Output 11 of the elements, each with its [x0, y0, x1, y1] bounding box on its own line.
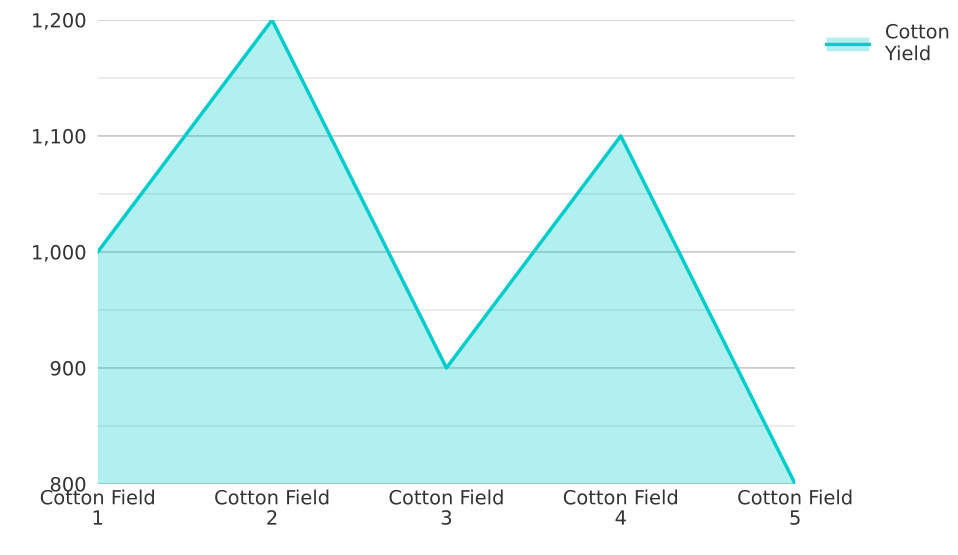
legend-label: Cotton Yield — [884, 24, 948, 60]
x-tick-label: Cotton Field 5 — [738, 490, 852, 525]
y-tick-label: 1,000 — [33, 244, 86, 262]
y-tick-label: 1,200 — [33, 12, 86, 30]
y-tick-label: 800 — [50, 476, 86, 492]
x-tick-label: Cotton Field 3 — [390, 490, 503, 525]
x-tick-label: Cotton Field 2 — [215, 490, 328, 525]
y-tick-label: 900 — [50, 360, 86, 376]
x-tick-label: Cotton Field 4 — [564, 490, 678, 525]
y-tick-label: 1,100 — [33, 128, 86, 146]
x-tick-label: Cotton Field 1 — [40, 490, 154, 525]
